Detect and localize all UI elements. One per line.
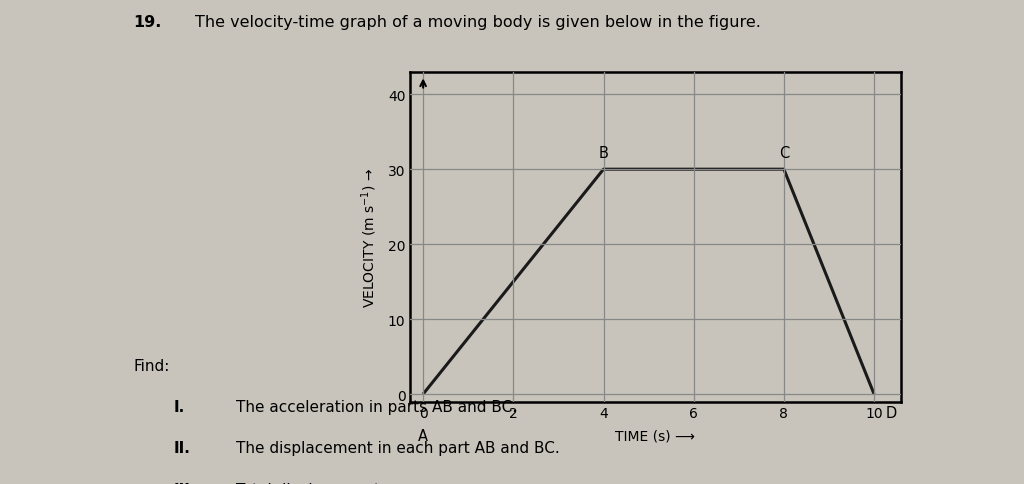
Text: I.: I. (174, 399, 185, 414)
Text: C: C (778, 146, 790, 161)
Text: The displacement in each part AB and BC.: The displacement in each part AB and BC. (236, 440, 559, 455)
Text: Total displacement.: Total displacement. (236, 482, 384, 484)
Text: II.: II. (174, 440, 190, 455)
Text: Find:: Find: (133, 358, 170, 373)
Text: B: B (599, 146, 608, 161)
Text: 19.: 19. (133, 15, 162, 30)
Text: The velocity-time graph of a moving body is given below in the figure.: The velocity-time graph of a moving body… (195, 15, 761, 30)
Text: D: D (886, 406, 897, 421)
Text: III.: III. (174, 482, 197, 484)
Text: A: A (418, 428, 428, 443)
Y-axis label: VELOCITY (m s$^{-1}$) →: VELOCITY (m s$^{-1}$) → (359, 167, 380, 307)
Text: The acceleration in parts AB and BC.: The acceleration in parts AB and BC. (236, 399, 517, 414)
X-axis label: TIME (s) ⟶: TIME (s) ⟶ (615, 428, 695, 442)
